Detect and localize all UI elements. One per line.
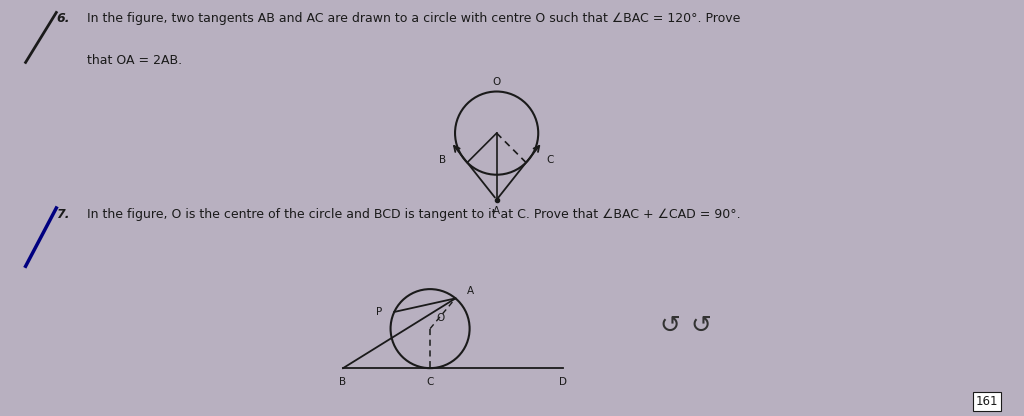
Text: In the figure, O is the centre of the circle and BCD is tangent to it at C. Prov: In the figure, O is the centre of the ci… (87, 208, 740, 221)
Text: B: B (439, 156, 446, 166)
Text: D: D (559, 377, 567, 387)
Text: O: O (436, 313, 444, 323)
Text: 7.: 7. (56, 208, 70, 221)
Text: A: A (467, 286, 474, 296)
Text: A: A (494, 206, 500, 216)
Text: $\circlearrowleft \circlearrowleft$: $\circlearrowleft \circlearrowleft$ (655, 312, 712, 337)
Text: C: C (426, 377, 434, 387)
Text: In the figure, two tangents AB and AC are drawn to a circle with centre O such t: In the figure, two tangents AB and AC ar… (87, 12, 740, 25)
Text: 161: 161 (976, 395, 998, 408)
Text: B: B (340, 377, 346, 387)
Text: P: P (376, 307, 382, 317)
Text: O: O (493, 77, 501, 87)
Text: that OA = 2AB.: that OA = 2AB. (87, 54, 182, 67)
Text: C: C (547, 156, 554, 166)
Text: 6.: 6. (56, 12, 70, 25)
